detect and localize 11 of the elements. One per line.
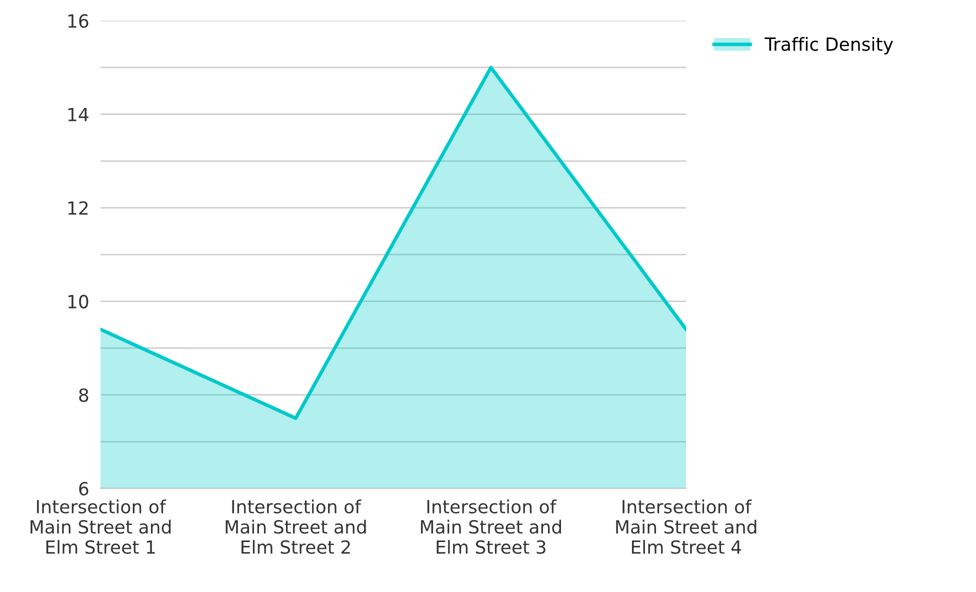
x-tick-label: Intersection of Main Street and Elm Street 2 bbox=[226, 500, 366, 554]
y-tick-label: 8 bbox=[79, 388, 88, 402]
x-tick-label: Intersection of Main Street and Elm Street 4 bbox=[616, 500, 756, 554]
legend-label: Traffic Density bbox=[764, 36, 893, 54]
y-tick-label: 12 bbox=[68, 201, 88, 215]
x-tick-label: Intersection of Main Street and Elm Street 3 bbox=[421, 500, 561, 554]
x-tick-label: Intersection of Main Street and Elm Street 1 bbox=[30, 500, 171, 554]
y-tick-label: 6 bbox=[79, 482, 88, 496]
y-tick-label: 14 bbox=[68, 108, 88, 122]
y-tick-label: 10 bbox=[68, 294, 88, 308]
y-tick-label: 16 bbox=[68, 14, 88, 28]
